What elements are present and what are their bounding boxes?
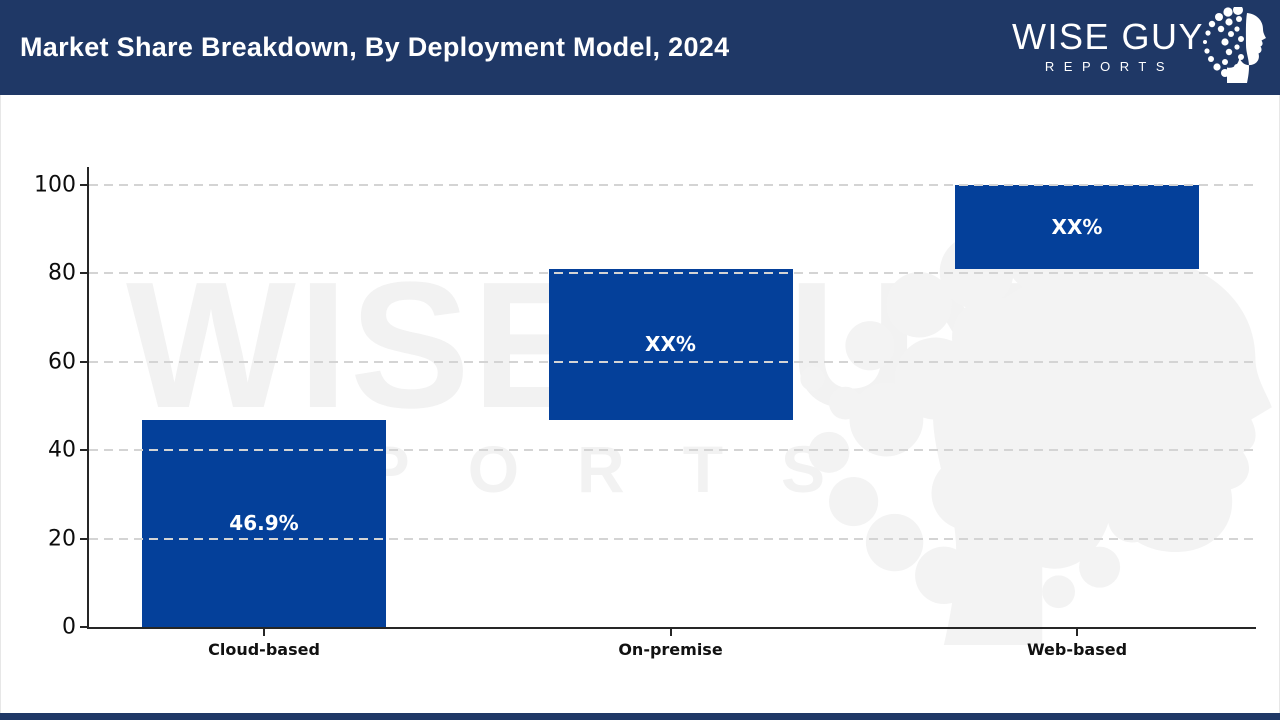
y-axis-tick-40 (80, 449, 87, 452)
y-axis-tick-80 (80, 272, 87, 275)
logo-text: WISE GUY REPORTS (1011, 15, 1204, 74)
logo-subtitle: REPORTS (1044, 58, 1175, 74)
y-axis-tick-0 (80, 626, 87, 628)
x-axis-tick-web-based (1076, 629, 1078, 636)
y-axis-label-100: 100 (34, 172, 76, 198)
bar-web-based (955, 185, 1199, 269)
page-title: Market Share Breakdown, By Deployment Mo… (20, 32, 730, 62)
bar-value-label-on-premise: XX% (645, 332, 696, 357)
y-axis-label-20: 20 (48, 526, 76, 552)
logo-wordmark: WISE GUY (1011, 15, 1204, 57)
watermark-face-icon (800, 222, 1272, 646)
bar-on-premise (548, 268, 793, 420)
y-axis-tick-100 (80, 184, 87, 186)
category-label-cloud-based: Cloud-based (208, 640, 320, 659)
x-axis-tick-on-premise (669, 629, 672, 636)
y-axis-label-80: 80 (48, 260, 76, 286)
y-axis-tick-20 (80, 537, 87, 540)
gridline-60 (89, 360, 1256, 363)
bar-value-label-web-based: XX% (1051, 214, 1103, 239)
y-axis-label-60: 60 (48, 349, 76, 375)
x-axis-line (87, 627, 1256, 629)
logo-face-icon (1203, 7, 1266, 83)
header-band: Market Share Breakdown, By Deployment Mo… (0, 0, 1280, 95)
category-label-web-based: Web-based (1026, 640, 1128, 659)
bar-cloud-based (142, 419, 386, 627)
category-label-on-premise: On-premise (618, 640, 723, 659)
wise-guy-reports-logo: WISE GUY REPORTS (1012, 7, 1266, 85)
y-axis-label-40: 40 (48, 437, 76, 463)
y-axis-line (87, 167, 89, 629)
y-axis-label-0: 0 (62, 614, 76, 640)
gridline-40 (89, 449, 1256, 452)
x-axis-tick-cloud-based (263, 629, 265, 636)
gridline-20 (89, 537, 1256, 540)
bar-value-label-cloud-based: 46.9% (229, 511, 299, 536)
gridline-80 (89, 272, 1256, 275)
gridline-100 (89, 184, 1256, 186)
footer-strip (0, 713, 1280, 720)
y-axis-tick-60 (80, 360, 87, 363)
